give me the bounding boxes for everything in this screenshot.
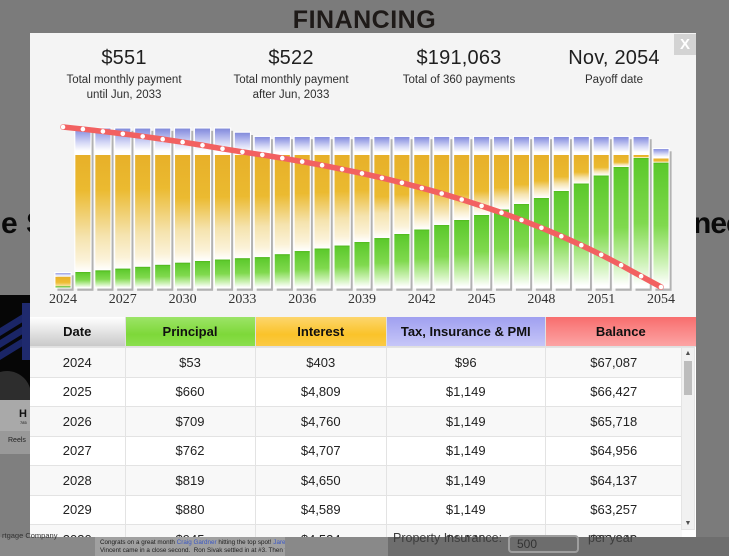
svg-text:2033: 2033: [228, 292, 256, 307]
svg-text:2048: 2048: [527, 292, 555, 307]
svg-text:2027: 2027: [109, 292, 137, 307]
svg-text:2024: 2024: [49, 292, 77, 307]
svg-text:2054: 2054: [647, 292, 675, 307]
svg-text:2030: 2030: [169, 292, 197, 307]
svg-text:2042: 2042: [408, 292, 436, 307]
svg-text:2045: 2045: [468, 292, 496, 307]
svg-text:2039: 2039: [348, 292, 376, 307]
svg-text:2036: 2036: [288, 292, 316, 307]
svg-text:2051: 2051: [587, 292, 615, 307]
